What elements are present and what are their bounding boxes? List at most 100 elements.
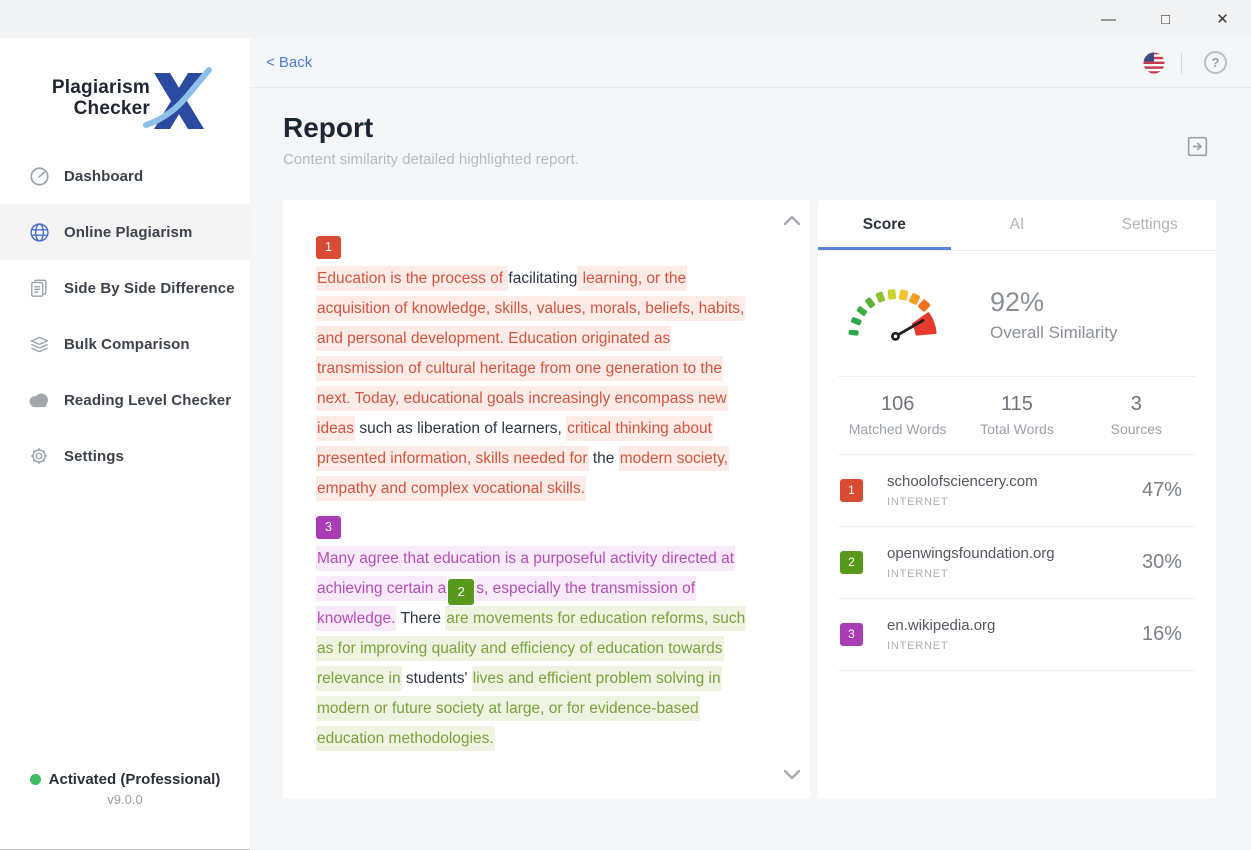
source-info: schoolofsciencery.com INTERNET	[887, 473, 1038, 508]
tab-ai[interactable]: AI	[1009, 216, 1025, 233]
close-button[interactable]: ✕	[1216, 11, 1229, 28]
sidebar-item-dashboard[interactable]: Dashboard	[0, 148, 250, 204]
window-controls: — □ ✕	[1080, 0, 1251, 38]
sidebar-item-label: Reading Level Checker	[64, 391, 232, 409]
source-row-1[interactable]: 1 schoolofsciencery.com INTERNET 47%	[838, 455, 1196, 527]
text-segment-plain: the	[588, 450, 619, 467]
source-percent: 47%	[1141, 479, 1182, 501]
activation-label-row: Activated (Professional)	[0, 771, 250, 788]
text-segment-plain: students'	[401, 670, 472, 687]
sidebar-item-label: Dashboard	[64, 167, 144, 185]
paragraph-text: Education is the process of facilitating…	[316, 264, 750, 504]
source-number-badge: 3	[840, 623, 863, 646]
text-segment-plain: There	[396, 610, 446, 627]
source-row-3[interactable]: 3 en.wikipedia.org INTERNET 16%	[838, 599, 1196, 671]
sidebar-item-side-by-side-difference[interactable]: Side By Side Difference	[0, 260, 250, 316]
stat-sources: 3 Sources	[1077, 393, 1196, 437]
scroll-up-icon[interactable]	[783, 213, 801, 231]
sidebar-item-reading-level-checker[interactable]: Reading Level Checker	[0, 372, 250, 428]
layers-icon	[28, 333, 50, 355]
app-logo-text: Plagiarism Checker	[52, 77, 150, 119]
sidebar-item-online-plagiarism[interactable]: Online Plagiarism	[0, 204, 250, 260]
stat-value: 3	[1130, 393, 1142, 415]
app-logo: Plagiarism Checker	[42, 63, 212, 141]
overall-score-text: 92% Overall Similarity	[990, 287, 1118, 343]
gear-icon	[28, 445, 50, 467]
content-cards: 1 Education is the process of facilitatin…	[283, 200, 1216, 798]
scroll-down-icon[interactable]	[783, 767, 801, 785]
stat-label: Matched Words	[848, 421, 947, 437]
overall-similarity-percent: 92%	[990, 286, 1045, 317]
window-titlebar: — □ ✕	[0, 0, 1251, 38]
source-percent: 30%	[1141, 551, 1182, 573]
sidebar-item-label: Online Plagiarism	[64, 223, 193, 241]
similarity-gauge	[846, 275, 964, 354]
globe-icon	[28, 221, 50, 243]
logo-line2: Checker	[73, 98, 150, 119]
text-segment-plain: such as liberation of learners,	[355, 420, 567, 437]
cloud-icon	[28, 389, 50, 411]
app-version: v9.0.0	[107, 792, 143, 807]
page-subtitle: Content similarity detailed highlighted …	[283, 151, 579, 168]
source-row-2[interactable]: 2 openwingsfoundation.org INTERNET 30%	[838, 527, 1196, 599]
sidebar-menu: Dashboard Online Plagiarism Side By Side D…	[0, 148, 250, 484]
main-content: Report Content similarity detailed highl…	[250, 88, 1251, 850]
source-percent: 16%	[1141, 623, 1182, 645]
inline-source-badge-2: 2	[448, 579, 475, 605]
export-report-icon[interactable]	[1185, 134, 1210, 164]
stat-label: Total Words	[980, 421, 1054, 437]
stats-row: 106 Matched Words 115 Total Words 3 Sources	[838, 377, 1196, 455]
page-header: Report Content similarity detailed highl…	[283, 112, 1216, 168]
sidebar-item-settings[interactable]: Settings	[0, 428, 250, 484]
sidebar-item-bulk-comparison[interactable]: Bulk Comparison	[0, 316, 250, 372]
source-domain: schoolofsciencery.com	[887, 473, 1038, 490]
source-number-badge: 1	[840, 479, 863, 502]
back-link[interactable]: < Back	[266, 54, 313, 71]
stat-total-words: 115 Total Words	[957, 393, 1076, 437]
sidebar-item-label: Settings	[64, 447, 124, 465]
language-flag-icon[interactable]	[1143, 52, 1165, 74]
report-document-panel: 1 Education is the process of facilitatin…	[283, 200, 810, 798]
source-type: INTERNET	[887, 640, 949, 652]
logo-line1: Plagiarism	[51, 77, 150, 98]
overall-similarity-label: Overall Similarity	[990, 322, 1118, 342]
document-paragraph: 1 Education is the process of facilitatin…	[316, 236, 750, 504]
source-domain: openwingsfoundation.org	[887, 545, 1055, 562]
sidebar-item-label: Bulk Comparison	[64, 335, 190, 353]
stat-label: Sources	[1110, 421, 1162, 437]
overall-score-section: 92% Overall Similarity	[838, 251, 1196, 377]
sidebar: Plagiarism Checker Dashboard Online Plagi…	[0, 38, 250, 849]
help-icon[interactable]: ?	[1204, 51, 1227, 74]
sidebar-item-label: Side By Side Difference	[64, 279, 235, 297]
tab-score[interactable]: Score	[818, 200, 951, 250]
paragraph-text: Many agree that education is a purposefu…	[316, 544, 750, 754]
activation-status: Activated (Professional) v9.0.0	[0, 771, 250, 807]
stat-value: 106	[880, 393, 915, 415]
panel-tabs: Score AI Settings	[818, 200, 1216, 251]
text-segment-src1: Education is the process of	[316, 266, 509, 291]
source-type: INTERNET	[887, 496, 949, 508]
document-paragraph: 3 Many agree that education is a purposef…	[316, 516, 750, 754]
logo-x-mark	[143, 67, 212, 129]
score-panel: Score AI Settings 92% Overall Simi	[818, 200, 1216, 798]
source-domain: en.wikipedia.org	[887, 617, 996, 634]
source-info: openwingsfoundation.org INTERNET	[887, 545, 1055, 580]
stat-value: 115	[1001, 393, 1033, 415]
source-number-badge: 2	[840, 551, 863, 574]
source-info: en.wikipedia.org INTERNET	[887, 617, 995, 652]
text-segment-plain: facilitating	[508, 270, 578, 287]
topbar-divider	[1181, 52, 1182, 74]
source-badge-3: 3	[316, 516, 341, 539]
maximize-button[interactable]: □	[1160, 10, 1171, 28]
minimize-button[interactable]: —	[1101, 10, 1116, 28]
status-dot-icon	[29, 774, 41, 785]
stat-matched-words: 106 Matched Words	[838, 393, 957, 437]
source-badge-1: 1	[316, 236, 341, 259]
sources-list: 1 schoolofsciencery.com INTERNET 47% 2 openwi…	[838, 455, 1196, 671]
gauge-icon	[28, 165, 50, 187]
page-title: Report	[283, 112, 374, 143]
tab-settings[interactable]: Settings	[1121, 216, 1178, 233]
topbar: < Back ?	[250, 38, 1251, 88]
text-segment-src1: learning, or the acquisition of knowledg…	[316, 266, 746, 441]
